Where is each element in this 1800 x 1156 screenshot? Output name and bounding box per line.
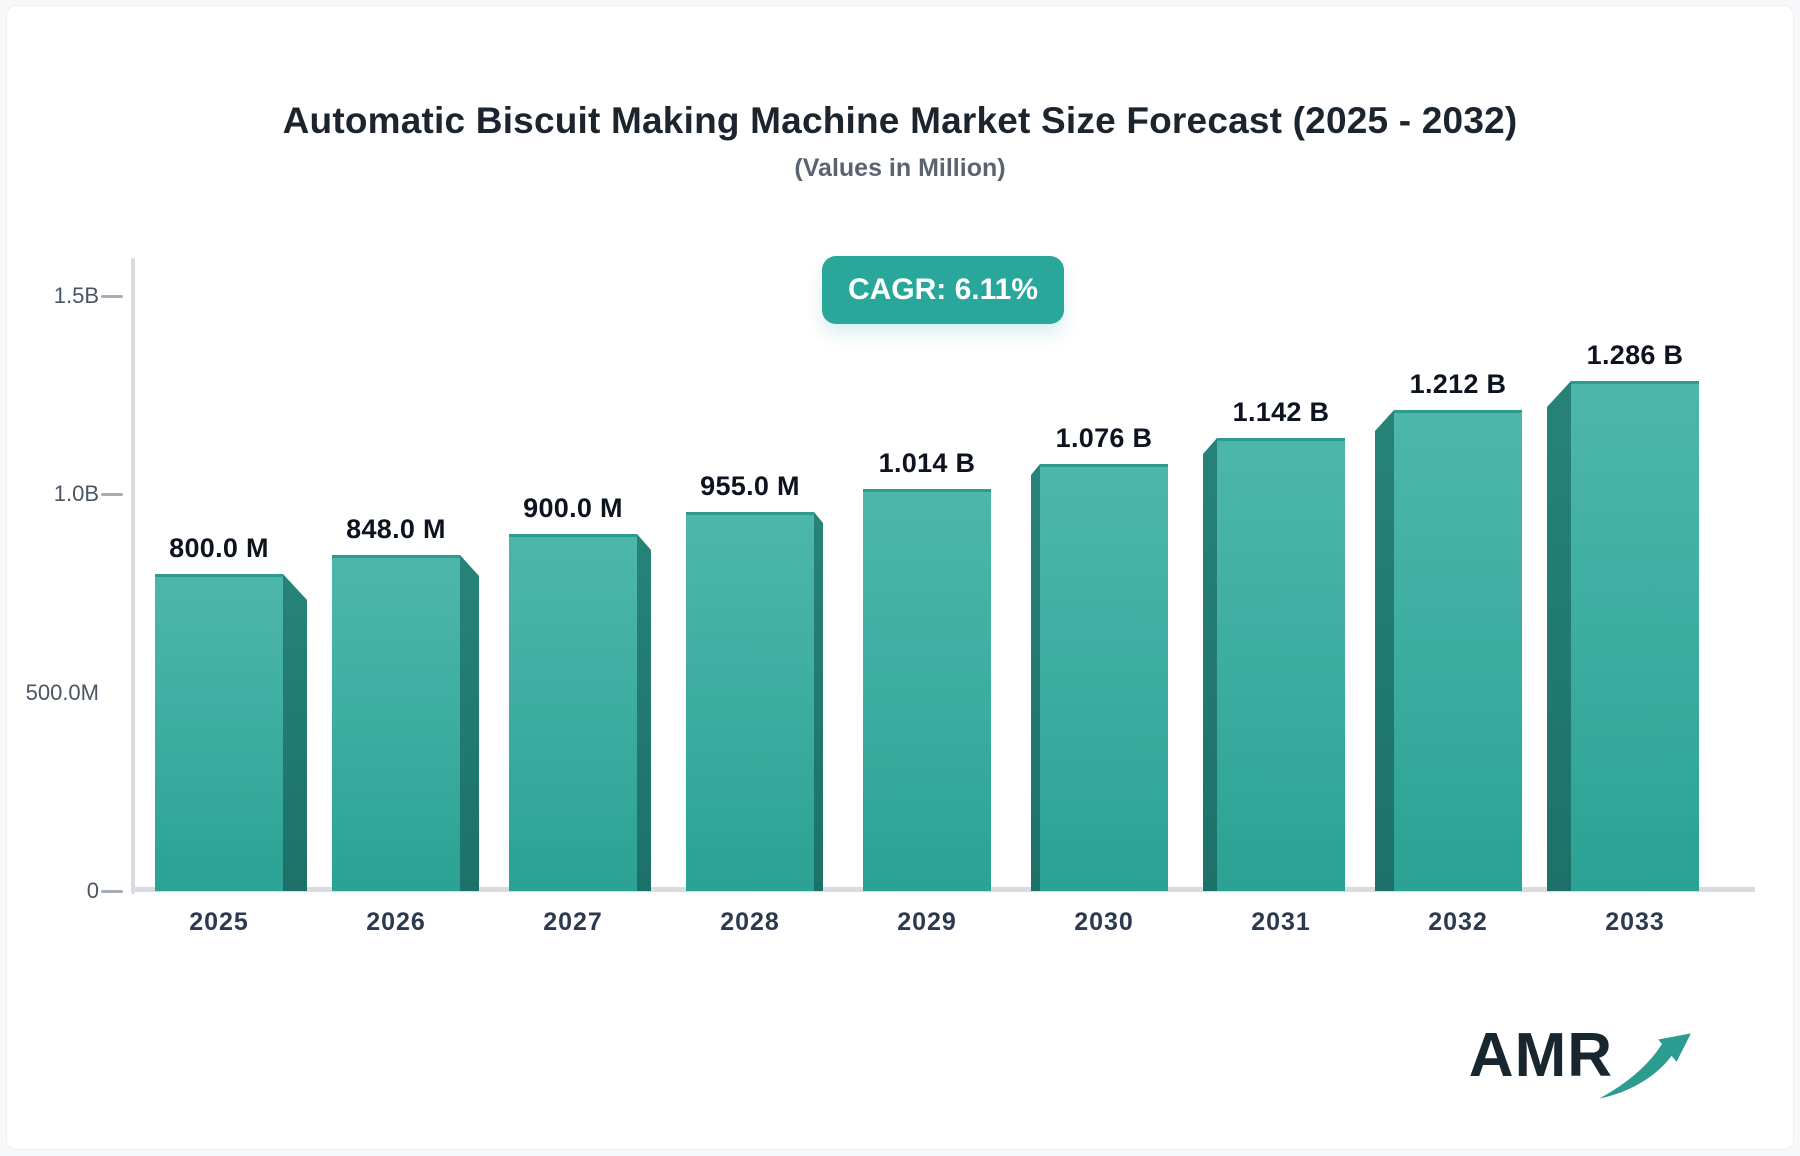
bar-value-label: 1.286 B — [1586, 340, 1684, 370]
cagr-badge-label: CAGR: 6.11% — [847, 273, 1039, 306]
bar-value-label: 1.212 B — [1409, 369, 1507, 399]
x-axis-label-2031: 2031 — [1251, 908, 1311, 936]
bar-2026 — [332, 555, 460, 891]
bar-2030 — [1040, 464, 1168, 891]
bar-2033 — [1571, 381, 1699, 891]
bar-2028 — [686, 512, 814, 891]
chart-subtitle: (Values in Million) — [794, 154, 1006, 182]
brand-logo: AMR — [1469, 1025, 1697, 1107]
bar-value-label: 800.0 M — [169, 533, 269, 563]
y-axis-tick-label: 500.0M — [25, 679, 99, 705]
x-axis-label-2026: 2026 — [366, 908, 426, 936]
bar-value-label: 900.0 M — [523, 493, 623, 523]
bar-2025 — [155, 574, 283, 891]
bar-3d-side-face — [460, 555, 479, 891]
bar-value-label: 1.076 B — [1055, 423, 1153, 453]
bar-2032 — [1394, 410, 1522, 891]
bar-2029 — [863, 489, 991, 891]
chart-title: Automatic Biscuit Making Machine Market … — [282, 100, 1518, 141]
plot-area: 800.0 M 2025 848.0 M 2026 900.0 M 2027 955.0 M… — [135, 246, 1755, 936]
x-axis-label-2028: 2028 — [720, 908, 780, 936]
y-axis-tick-label: 1.0B — [53, 481, 99, 507]
y-axis-tick-mark — [101, 890, 123, 893]
y-axis-line — [131, 258, 135, 894]
bar-2031 — [1217, 438, 1345, 891]
bar-value-label: 1.142 B — [1232, 397, 1330, 427]
bar-value-label: 848.0 M — [346, 514, 446, 544]
cagr-badge: CAGR: 6.11% — [822, 256, 1064, 324]
bar-3d-side-face — [637, 534, 651, 891]
chart-card: Automatic Biscuit Making Machine Market … — [6, 5, 1794, 1150]
bar-3d-side-face — [1031, 464, 1040, 891]
x-axis-label-2027: 2027 — [543, 908, 603, 936]
y-axis-tick-label: 1.5B — [53, 283, 99, 308]
bar-value-label: 1.014 B — [878, 448, 976, 478]
bar-2027 — [509, 534, 637, 891]
x-axis-label-2030: 2030 — [1074, 908, 1134, 936]
brand-logo-text: AMR — [1468, 1021, 1613, 1090]
y-axis-tick-mark — [101, 493, 123, 497]
x-axis-label-2033: 2033 — [1605, 908, 1665, 936]
y-axis-tick-mark — [101, 295, 123, 298]
bar-3d-side-face — [814, 512, 823, 891]
x-axis-label-2025: 2025 — [189, 908, 249, 936]
x-axis-label-2032: 2032 — [1428, 908, 1488, 936]
bar-3d-side-face — [283, 574, 307, 891]
bar-3d-side-face — [1203, 438, 1217, 891]
bar-value-label: 955.0 M — [700, 471, 800, 501]
growth-arrow-icon — [1599, 1033, 1691, 1099]
y-axis-tick-label: 0 — [86, 878, 99, 903]
bar-3d-side-face — [1547, 381, 1571, 891]
bar-3d-side-face — [1375, 410, 1394, 891]
x-axis-label-2029: 2029 — [897, 908, 957, 936]
